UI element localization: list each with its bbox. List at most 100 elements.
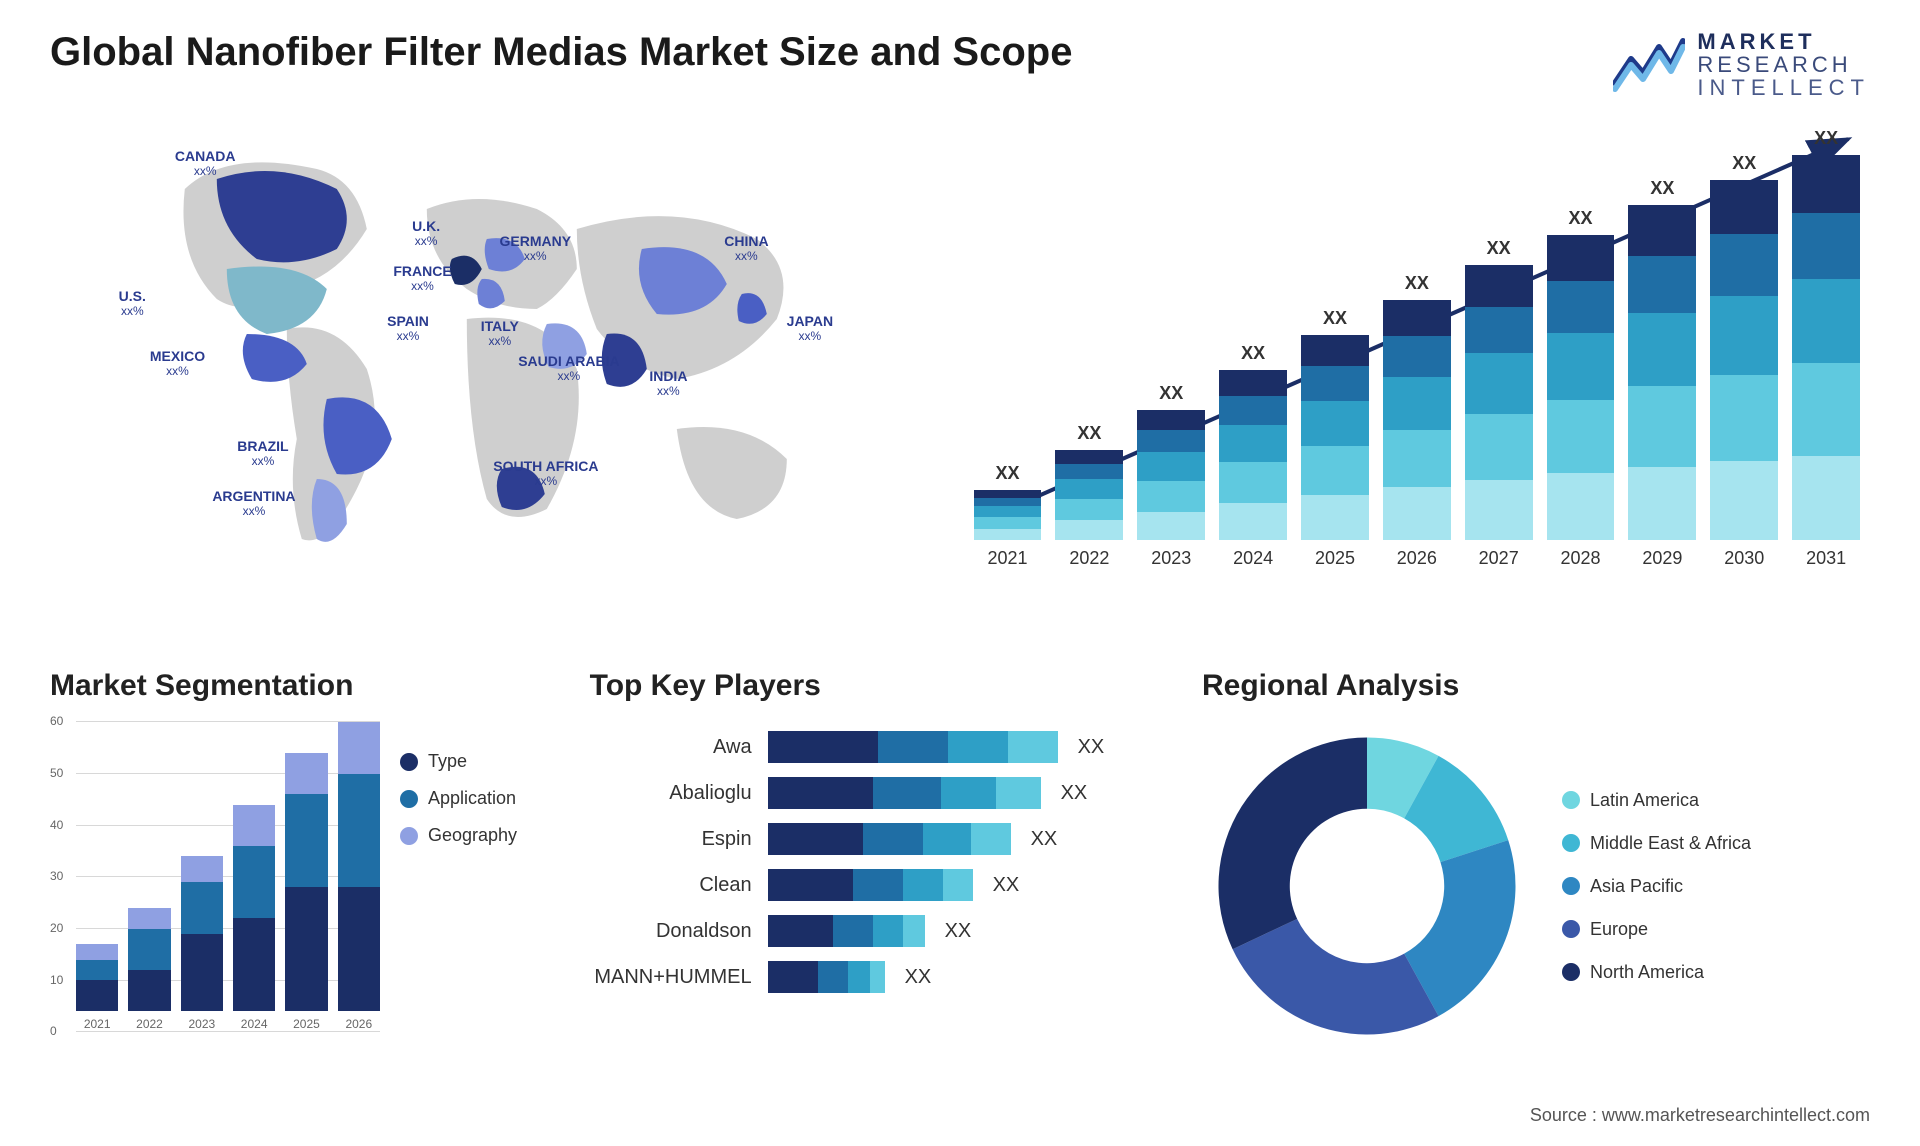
legend-label: Latin America — [1590, 790, 1699, 811]
growth-year-label: 2024 — [1233, 548, 1273, 569]
growth-col-2026: XX2026 — [1383, 273, 1451, 569]
map-label-saudi-arabia: SAUDI ARABIAxx% — [518, 354, 619, 383]
growth-value-label: XX — [1077, 423, 1101, 444]
growth-year-label: 2021 — [988, 548, 1028, 569]
seg-ytick: 0 — [50, 1024, 57, 1038]
map-label-u-k-: U.K.xx% — [412, 219, 440, 248]
segmentation-panel: Market Segmentation 01020304050602021202… — [50, 669, 560, 1089]
map-label-india: INDIAxx% — [649, 369, 687, 398]
source-attribution: Source : www.marketresearchintellect.com — [1530, 1105, 1870, 1126]
world-map-panel: CANADAxx% U.S.xx% MEXICOxx% BRAZILxx% ARGENT… — [50, 119, 924, 639]
player-value: XX — [1031, 828, 1058, 851]
logo-line2: RESEARCH — [1697, 53, 1870, 76]
segmentation-legend: Type Application Geography — [400, 721, 517, 1061]
map-label-mexico: MEXICOxx% — [150, 349, 205, 378]
logo-mark-icon — [1613, 37, 1685, 93]
region-legend-item: Asia Pacific — [1562, 876, 1751, 897]
seg-year-label: 2022 — [136, 1017, 163, 1031]
seg-legend-item: Geography — [400, 825, 517, 846]
donut-slice-north-america — [1218, 738, 1367, 950]
growth-value-label: XX — [1650, 178, 1674, 199]
legend-label: Middle East & Africa — [1590, 833, 1751, 854]
regional-legend: Latin America Middle East & Africa Asia Pa… — [1562, 790, 1751, 983]
player-row: MANN+HUMMELXX — [590, 961, 1172, 993]
seg-ytick: 30 — [50, 869, 63, 883]
brand-logo: MARKET RESEARCH INTELLECT — [1613, 30, 1870, 99]
map-label-spain: SPAINxx% — [387, 314, 429, 343]
player-row: AbaliogluXX — [590, 777, 1172, 809]
growth-col-2024: XX 2024 — [1219, 343, 1287, 569]
legend-label: Asia Pacific — [1590, 876, 1683, 897]
legend-label: Application — [428, 788, 516, 809]
segmentation-title: Market Segmentation — [50, 669, 560, 703]
player-row: EspinXX — [590, 823, 1172, 855]
legend-dot-icon — [400, 753, 418, 771]
map-label-france: FRANCExx% — [393, 264, 451, 293]
region-legend-item: Latin America — [1562, 790, 1751, 811]
legend-dot-icon — [400, 827, 418, 845]
player-name: Awa — [590, 736, 760, 759]
growth-year-label: 2022 — [1069, 548, 1109, 569]
seg-col-2022: 2022 — [128, 908, 170, 1031]
player-value: XX — [993, 874, 1020, 897]
map-label-u-s-: U.S.xx% — [119, 289, 146, 318]
player-value: XX — [905, 966, 932, 989]
map-label-canada: CANADAxx% — [175, 149, 236, 178]
legend-label: Europe — [1590, 919, 1648, 940]
player-row: DonaldsonXX — [590, 915, 1172, 947]
map-label-brazil: BRAZILxx% — [237, 439, 288, 468]
growth-year-label: 2028 — [1561, 548, 1601, 569]
seg-ytick: 60 — [50, 714, 63, 728]
growth-year-label: 2030 — [1724, 548, 1764, 569]
seg-year-label: 2026 — [345, 1017, 372, 1031]
growth-year-label: 2025 — [1315, 548, 1355, 569]
logo-line1: MARKET — [1697, 30, 1870, 53]
growth-year-label: 2031 — [1806, 548, 1846, 569]
region-legend-item: Middle East & Africa — [1562, 833, 1751, 854]
logo-line3: INTELLECT — [1697, 76, 1870, 99]
legend-dot-icon — [1562, 834, 1580, 852]
growth-value-label: XX — [1159, 383, 1183, 404]
seg-ytick: 40 — [50, 818, 63, 832]
players-chart: AwaXXAbaliogluXXEspinXXCleanXXDonaldsonX… — [590, 721, 1172, 993]
player-row: CleanXX — [590, 869, 1172, 901]
regional-title: Regional Analysis — [1202, 669, 1870, 703]
seg-legend-item: Type — [400, 751, 517, 772]
legend-dot-icon — [1562, 877, 1580, 895]
growth-col-2029: XX 2029 — [1628, 178, 1696, 569]
map-label-italy: ITALYxx% — [481, 319, 519, 348]
growth-value-label: XX — [1241, 343, 1265, 364]
growth-chart-panel: XX2021XX2022XX2023XX2024XX2025XX2026XX20… — [964, 119, 1870, 639]
map-brazil — [323, 398, 391, 475]
region-legend-item: Europe — [1562, 919, 1751, 940]
growth-col-2027: XX2027 — [1465, 238, 1533, 569]
seg-ytick: 50 — [50, 766, 63, 780]
seg-ytick: 20 — [50, 921, 63, 935]
seg-year-label: 2024 — [241, 1017, 268, 1031]
growth-value-label: XX — [1814, 128, 1838, 149]
legend-label: Geography — [428, 825, 517, 846]
growth-value-label: XX — [1405, 273, 1429, 294]
map-label-germany: GERMANYxx% — [499, 234, 571, 263]
seg-col-2026: 2026 — [338, 722, 380, 1031]
regional-panel: Regional Analysis Latin America Middle Ea… — [1202, 669, 1870, 1089]
growth-value-label: XX — [1487, 238, 1511, 259]
page-title: Global Nanofiber Filter Medias Market Si… — [50, 30, 1072, 75]
regional-donut-chart — [1202, 721, 1532, 1051]
player-row: AwaXX — [590, 731, 1172, 763]
player-name: Donaldson — [590, 920, 760, 943]
legend-dot-icon — [1562, 791, 1580, 809]
growth-col-2021: XX 2021 — [974, 463, 1042, 569]
map-label-argentina: ARGENTINAxx% — [212, 489, 295, 518]
growth-year-label: 2029 — [1642, 548, 1682, 569]
seg-ytick: 10 — [50, 973, 63, 987]
growth-year-label: 2023 — [1151, 548, 1191, 569]
growth-col-2025: XX2025 — [1301, 308, 1369, 569]
segmentation-chart: 0102030405060202120222023202420252026 — [50, 721, 380, 1061]
growth-col-2022: XX 2022 — [1055, 423, 1123, 569]
seg-col-2025: 2025 — [285, 753, 327, 1031]
growth-col-2028: XX2028 — [1547, 208, 1615, 569]
player-value: XX — [1061, 782, 1088, 805]
growth-col-2031: XX 2031 — [1792, 128, 1860, 569]
growth-value-label: XX — [996, 463, 1020, 484]
